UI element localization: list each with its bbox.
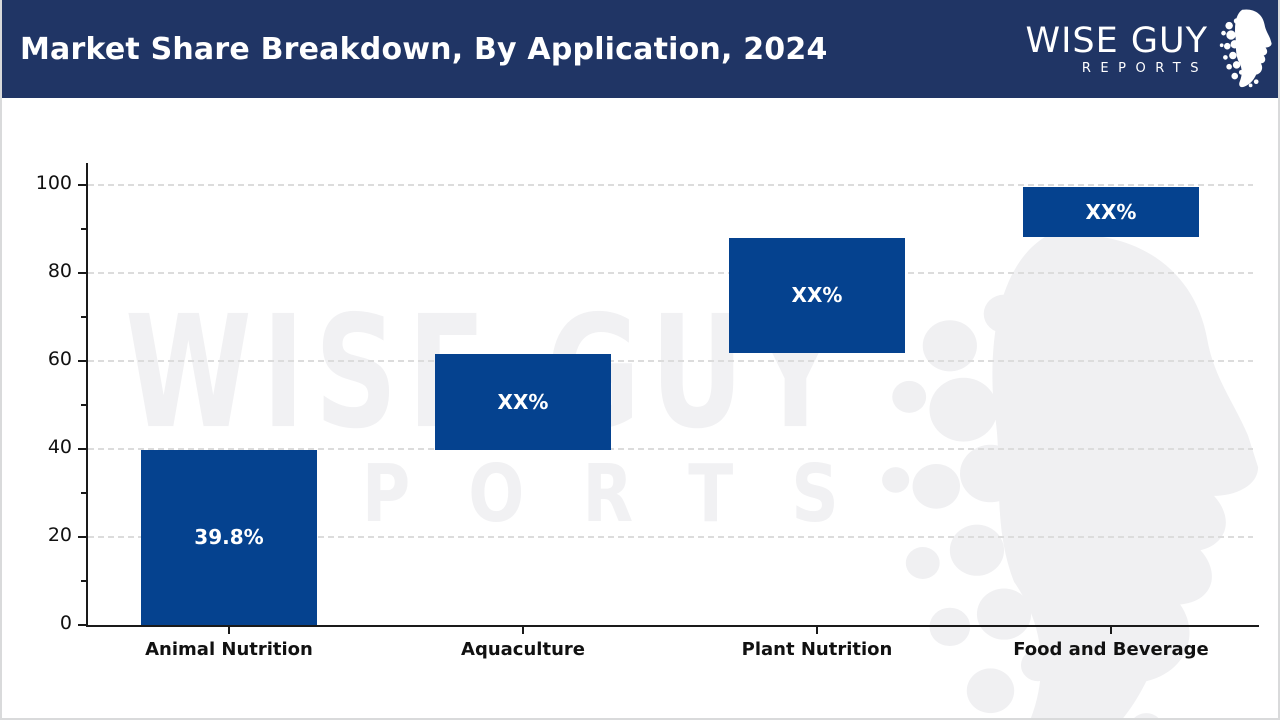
y-minor-tick-30 [81,492,86,494]
y-axis-line [86,163,88,627]
bar-value-label: XX% [791,283,843,308]
category-label-animal-nutrition: Animal Nutrition [145,639,313,660]
y-tick-40 [78,448,86,450]
y-tick-20 [78,536,86,538]
gridline-y40 [88,448,1253,450]
bar-animal-nutrition: 39.8% [141,449,317,625]
bar-value-label: 39.8% [194,525,264,550]
bar-aquaculture: XX% [435,353,611,450]
y-tick-label-80: 80 [47,260,72,282]
page-title: Market Share Breakdown, By Application, … [20,31,828,67]
header-banner: Market Share Breakdown, By Application, … [0,0,1280,98]
x-axis-line [86,625,1259,627]
gridline-y100 [88,184,1253,186]
y-tick-label-0: 0 [59,612,72,634]
logo-text: WISE GUY REPORTS [1025,23,1208,76]
x-tick-food-and-beverage [1110,627,1112,634]
gridline-y60 [88,360,1253,362]
y-tick-label-20: 20 [47,524,72,546]
y-tick-0 [78,624,86,626]
bar-food-and-beverage: XX% [1023,186,1199,237]
bar-plant-nutrition: XX% [729,237,905,354]
y-tick-60 [78,360,86,362]
x-tick-aquaculture [522,627,524,634]
category-label-food-and-beverage: Food and Beverage [1013,639,1209,660]
x-tick-animal-nutrition [228,627,230,634]
wise-guy-reports-logo: WISE GUY REPORTS [1025,7,1280,91]
logo-subtext: REPORTS [1081,60,1208,76]
y-tick-80 [78,272,86,274]
bar-value-label: XX% [497,389,549,414]
gridline-y20 [88,536,1253,538]
x-tick-plant-nutrition [816,627,818,634]
bar-value-label: XX% [1085,199,1137,224]
y-tick-label-100: 100 [35,172,72,194]
y-minor-tick-70 [81,316,86,318]
gridline-y80 [88,272,1253,274]
y-minor-tick-10 [81,580,86,582]
category-label-aquaculture: Aquaculture [461,639,585,660]
category-label-plant-nutrition: Plant Nutrition [741,639,893,660]
y-minor-tick-50 [81,404,86,406]
y-minor-tick-90 [81,228,86,230]
dotted-head-icon [1219,9,1272,88]
logo-wordmark: WISE GUY [1025,20,1208,61]
y-tick-100 [78,184,86,186]
y-tick-label-40: 40 [47,436,72,458]
y-tick-label-60: 60 [47,348,72,370]
